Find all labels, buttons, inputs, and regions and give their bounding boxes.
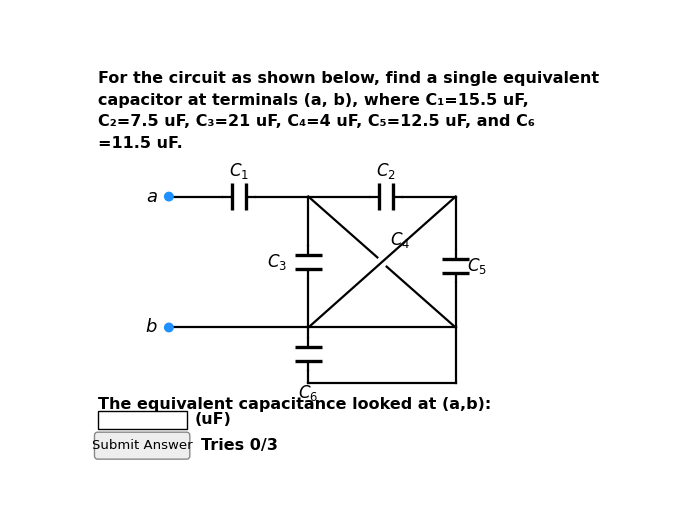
Circle shape	[164, 323, 173, 332]
FancyBboxPatch shape	[94, 432, 190, 459]
Text: Submit Answer: Submit Answer	[92, 439, 192, 452]
Text: $C_3$: $C_3$	[267, 252, 287, 272]
Text: $C_5$: $C_5$	[468, 256, 487, 276]
Text: $C_6$: $C_6$	[298, 383, 318, 403]
Text: $C_1$: $C_1$	[229, 161, 248, 181]
FancyBboxPatch shape	[97, 411, 187, 429]
Text: $C_2$: $C_2$	[376, 161, 396, 181]
Circle shape	[164, 192, 173, 201]
Text: $C_4$: $C_4$	[390, 230, 410, 250]
Text: For the circuit as shown below, find a single equivalent: For the circuit as shown below, find a s…	[97, 71, 598, 86]
Text: C₂=7.5 uF, C₃=21 uF, C₄=4 uF, C₅=12.5 uF, and C₆: C₂=7.5 uF, C₃=21 uF, C₄=4 uF, C₅=12.5 uF…	[97, 114, 535, 129]
Text: The equivalent capacitance looked at (a,b):: The equivalent capacitance looked at (a,…	[97, 397, 491, 412]
Text: =11.5 uF.: =11.5 uF.	[97, 136, 182, 150]
Text: $b$: $b$	[146, 318, 158, 336]
Text: $a$: $a$	[146, 187, 158, 205]
Text: Tries 0/3: Tries 0/3	[201, 438, 277, 453]
Text: capacitor at terminals (a, b), where C₁=15.5 uF,: capacitor at terminals (a, b), where C₁=…	[97, 92, 528, 108]
Text: (uF): (uF)	[195, 412, 231, 427]
